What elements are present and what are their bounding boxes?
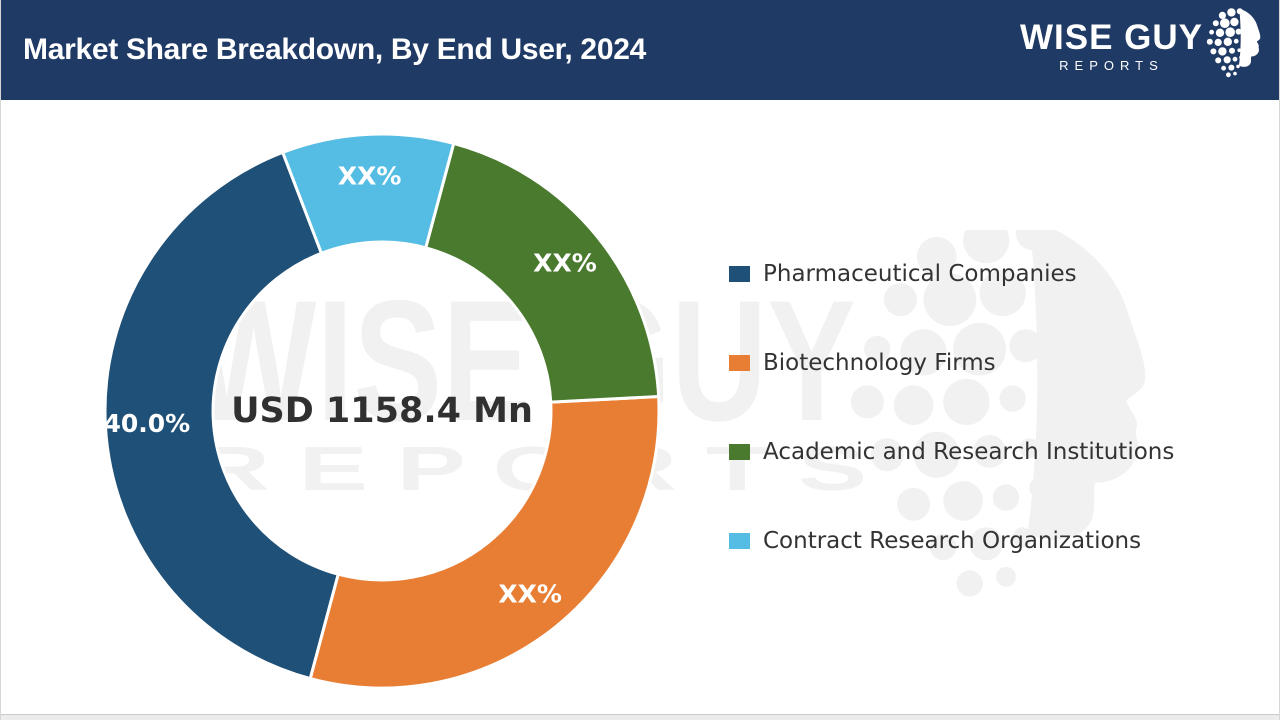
header-bar: Market Share Breakdown, By End User, 202…: [1, 0, 1279, 100]
legend-label: Academic and Research Institutions: [763, 439, 1175, 465]
bottom-border: [1, 714, 1279, 715]
legend-swatch-pharmaceutical: [729, 266, 750, 282]
brand-subtitle: REPORTS: [1059, 57, 1164, 73]
donut-slice: [281, 132, 456, 255]
chart-legend: Pharmaceutical Companies Biotechnology F…: [729, 258, 1174, 614]
slice-percent-label: 40.0%: [104, 409, 191, 438]
legend-item-academic: Academic and Research Institutions: [729, 436, 1174, 468]
chart-area: WISE GUY R E P O R T S 40.0% XX% XX% XX% US…: [1, 100, 1279, 720]
legend-label: Pharmaceutical Companies: [763, 261, 1077, 287]
brand-logo-text: WISE GUY REPORTS: [1019, 17, 1203, 74]
legend-swatch-academic: [729, 444, 750, 460]
donut-slice: [103, 150, 340, 681]
legend-label: Contract Research Organizations: [763, 528, 1142, 554]
bottom-margin: [1, 715, 1279, 720]
page-title: Market Share Breakdown, By End User, 202…: [23, 33, 646, 66]
legend-item-pharmaceutical: Pharmaceutical Companies: [729, 258, 1174, 290]
chart-center-value: USD 1158.4 Mn: [231, 391, 533, 431]
brand-face-icon: [1206, 8, 1261, 78]
donut-slice: [424, 141, 661, 404]
legend-label: Biotechnology Firms: [763, 350, 996, 376]
donut-slice: [308, 395, 661, 690]
brand-logo: WISE GUY REPORTS: [1020, 6, 1265, 86]
legend-swatch-cro: [729, 533, 750, 549]
donut-chart: 40.0% XX% XX% XX%: [103, 132, 661, 690]
legend-item-cro: Contract Research Organizations: [729, 525, 1174, 557]
slice-percent-label: XX%: [498, 580, 562, 609]
legend-item-biotechnology: Biotechnology Firms: [729, 347, 1174, 379]
slice-percent-label: XX%: [533, 249, 597, 278]
slice-percent-label: XX%: [338, 162, 402, 191]
brand-name: WISE GUY: [1019, 17, 1203, 57]
legend-swatch-biotechnology: [729, 355, 750, 371]
